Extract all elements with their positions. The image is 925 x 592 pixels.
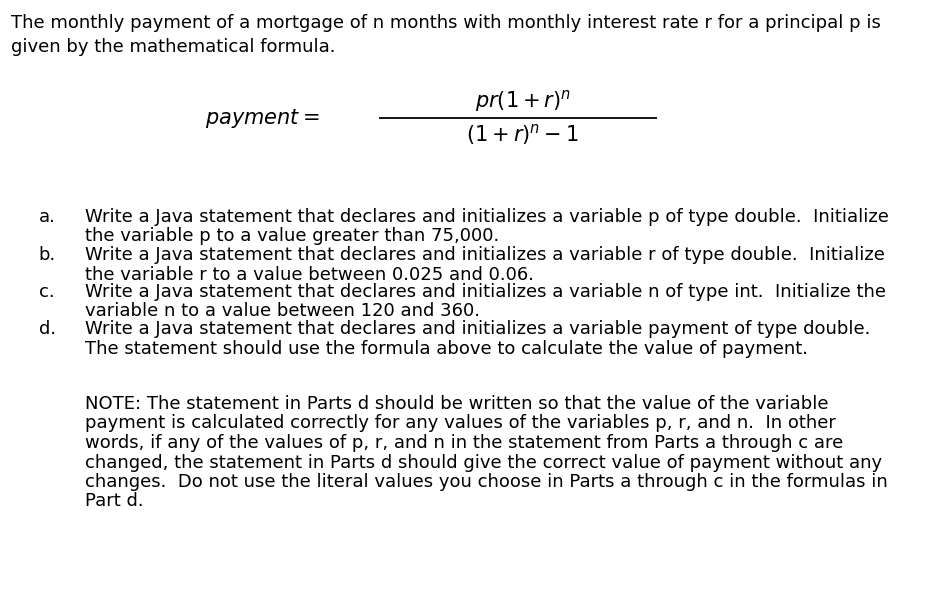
Text: d.: d. (39, 320, 56, 338)
Text: the variable r to a value between 0.025 and 0.06.: the variable r to a value between 0.025 … (85, 265, 534, 284)
Text: The monthly payment of a mortgage of n months with monthly interest rate r for a: The monthly payment of a mortgage of n m… (11, 14, 881, 32)
Text: The statement should use the formula above to calculate the value of payment.: The statement should use the formula abo… (85, 339, 808, 358)
Text: c.: c. (39, 283, 55, 301)
Text: the variable p to a value greater than 75,000.: the variable p to a value greater than 7… (85, 227, 500, 246)
Text: b.: b. (39, 246, 56, 264)
Text: a.: a. (39, 208, 56, 226)
Text: Write a Java statement that declares and initializes a variable p of type double: Write a Java statement that declares and… (85, 208, 889, 226)
Text: NOTE: The statement in Parts d should be written so that the value of the variab: NOTE: The statement in Parts d should be… (85, 395, 829, 413)
Text: Write a Java statement that declares and initializes a variable payment of type : Write a Java statement that declares and… (85, 320, 870, 338)
Text: $\mathit{pr}(1+r)^n$: $\mathit{pr}(1+r)^n$ (475, 88, 571, 114)
Text: $\mathit{payment} =$: $\mathit{payment} =$ (204, 107, 319, 130)
Text: $(1+r)^n - 1$: $(1+r)^n - 1$ (466, 122, 579, 147)
Text: changed, the statement in Parts d should give the correct value of payment witho: changed, the statement in Parts d should… (85, 453, 882, 471)
Text: payment is calculated correctly for any values of the variables p, r, and n.  In: payment is calculated correctly for any … (85, 414, 836, 433)
Text: words, if any of the values of p, r, and n in the statement from Parts a through: words, if any of the values of p, r, and… (85, 434, 844, 452)
Text: given by the mathematical formula.: given by the mathematical formula. (11, 38, 336, 56)
Text: changes.  Do not use the literal values you choose in Parts a through c in the f: changes. Do not use the literal values y… (85, 473, 888, 491)
Text: Write a Java statement that declares and initializes a variable r of type double: Write a Java statement that declares and… (85, 246, 885, 264)
Text: Part d.: Part d. (85, 493, 143, 510)
Text: Write a Java statement that declares and initializes a variable n of type int.  : Write a Java statement that declares and… (85, 283, 886, 301)
Text: variable n to a value between 120 and 360.: variable n to a value between 120 and 36… (85, 303, 480, 320)
